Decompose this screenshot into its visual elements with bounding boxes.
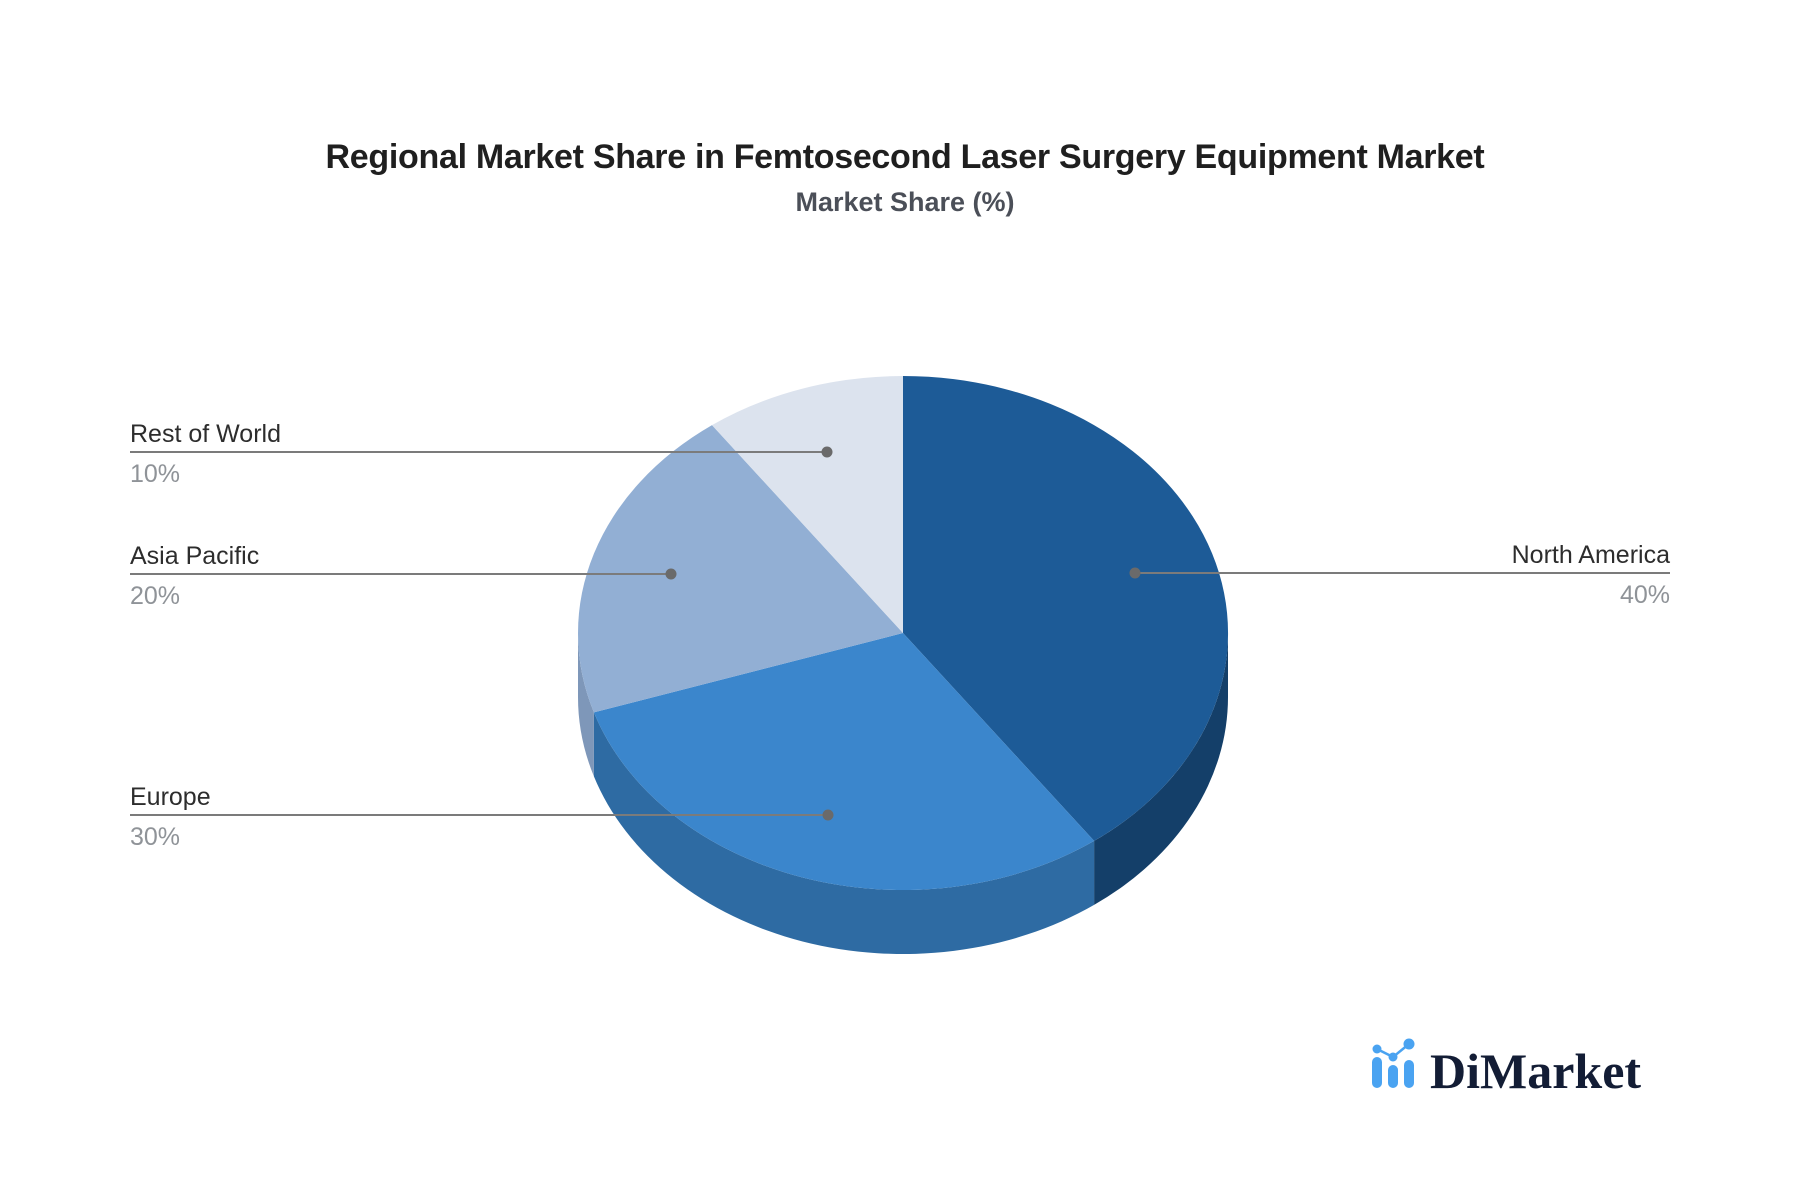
label-europe: Europe: [130, 783, 211, 811]
leader-dot-rest-of-world: [821, 446, 833, 458]
pie-side-europe: [593, 712, 1095, 955]
pie-side-north-america: [1094, 633, 1228, 905]
label-asia-pacific: Asia Pacific: [130, 542, 260, 570]
pie-slice-europe: [593, 633, 1095, 891]
leader-dot-asia-pacific: [665, 568, 677, 580]
pct-north-america: 40%: [1619, 581, 1670, 609]
pct-europe: 30%: [130, 823, 181, 851]
pct-asia-pacific: 20%: [130, 582, 181, 610]
chart-subtitle: Market Share (%): [795, 187, 1015, 217]
pct-rest-of-world: 10%: [130, 460, 181, 488]
leader-dot-north-america: [1129, 567, 1141, 579]
label-north-america: North America: [1511, 541, 1670, 569]
leader-dot-europe: [822, 809, 834, 821]
brand-logo: DiMarket: [1360, 1035, 1680, 1105]
pie-slice-asia-pacific: [578, 425, 903, 713]
pie-side-asia-pacific: [578, 633, 594, 777]
pie-slice-rest-of-world: [712, 376, 903, 633]
label-rest-of-world: Rest of World: [130, 420, 281, 448]
logo-text: DiMarket: [1430, 1043, 1642, 1099]
pie-slice-north-america: [903, 376, 1229, 841]
logo-icon-group: [1372, 1038, 1415, 1088]
chart-title: Regional Market Share in Femtosecond Las…: [325, 138, 1485, 176]
bar-chart-trend-icon: [1372, 1038, 1415, 1088]
